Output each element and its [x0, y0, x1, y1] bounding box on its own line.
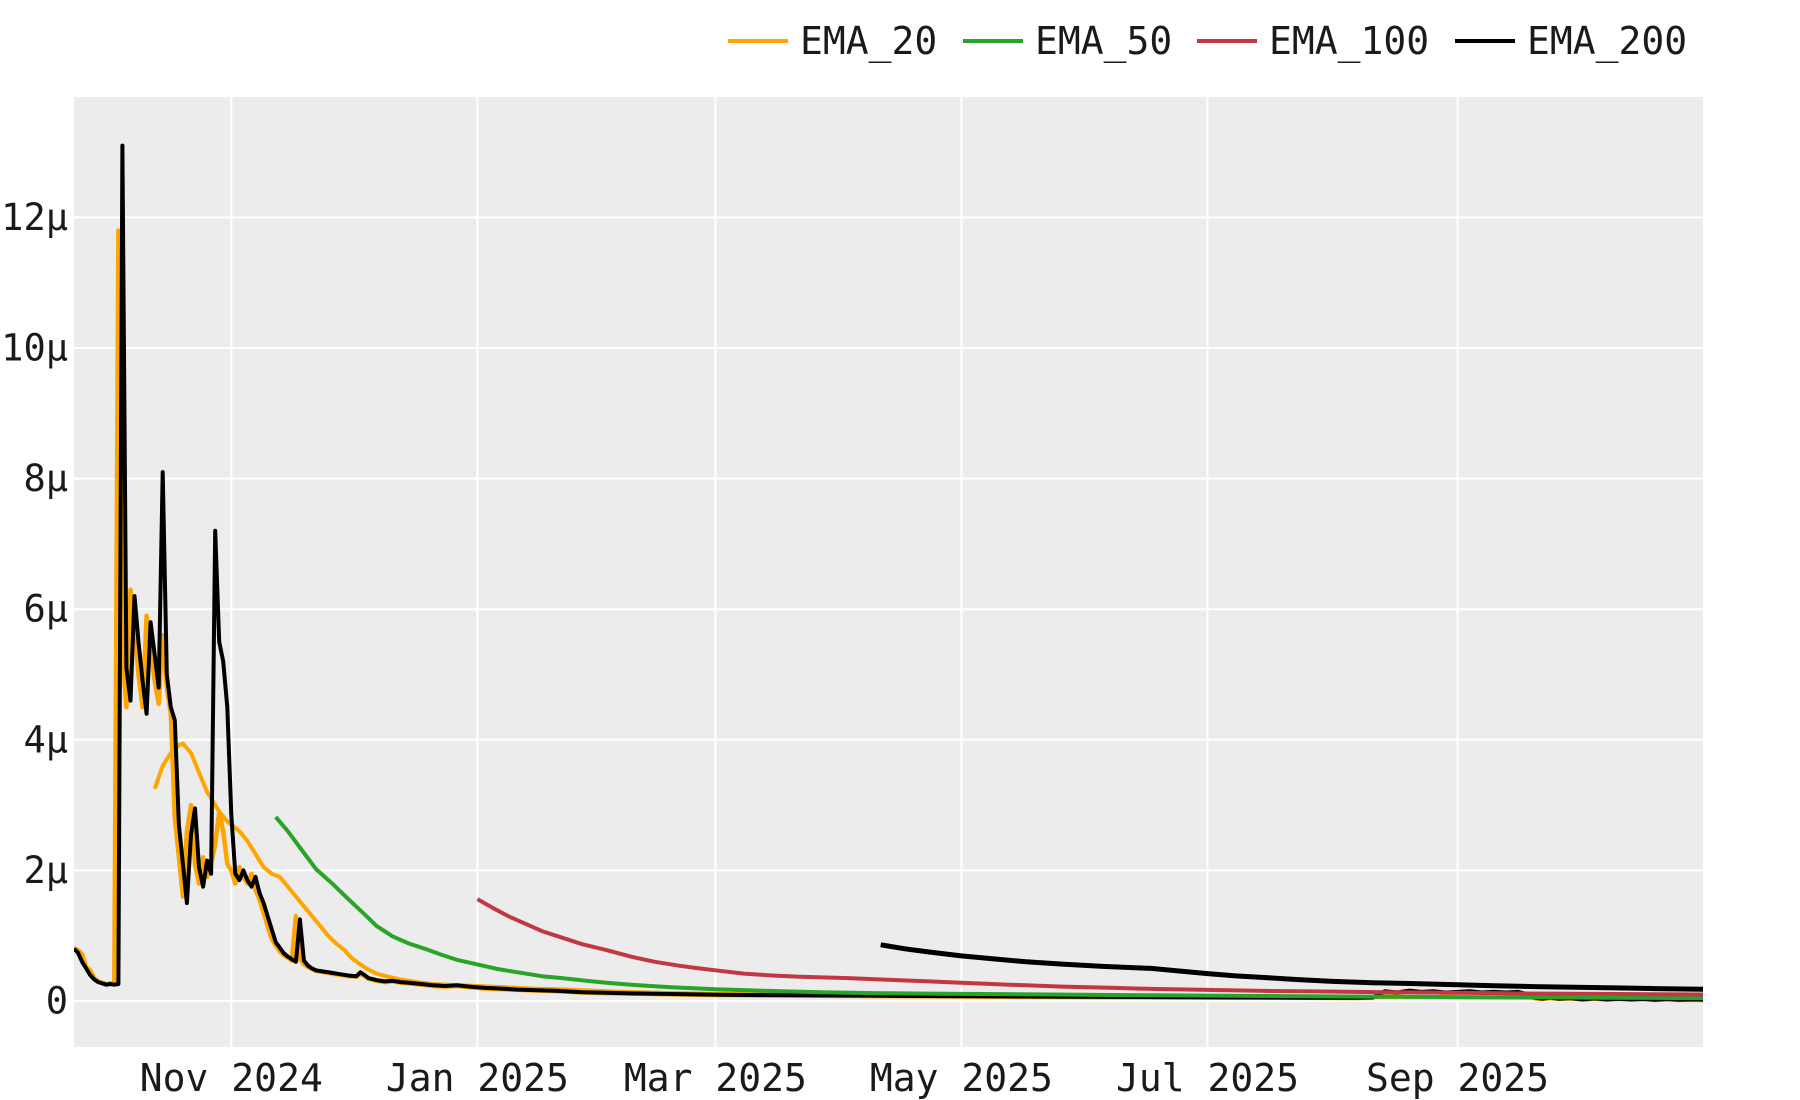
legend-label: EMA_200 [1527, 19, 1687, 64]
legend-item-ema_50: EMA_50 [963, 19, 1172, 64]
legend-label: EMA_20 [800, 19, 937, 64]
legend: EMA_20 EMA_50 EMA_100 EMA_200 [728, 19, 1687, 64]
y-tick-label: 10µ [1, 327, 68, 370]
legend-label: EMA_100 [1269, 19, 1429, 64]
y-tick-label: 6µ [23, 588, 68, 631]
x-tick-label: Jan 2025 [386, 1056, 569, 1100]
legend-item-ema_100: EMA_100 [1197, 19, 1429, 64]
gridlines [74, 97, 1703, 1047]
x-tick-label: Mar 2025 [624, 1056, 807, 1100]
x-tick-label: Sep 2025 [1366, 1056, 1549, 1100]
y-tick-label: 12µ [1, 196, 68, 239]
legend-label: EMA_50 [1035, 19, 1172, 64]
legend-item-ema_200: EMA_200 [1455, 19, 1687, 64]
y-tick-label: 0 [46, 980, 68, 1023]
series-group [74, 143, 1703, 1003]
x-tick-label: Jul 2025 [1116, 1056, 1299, 1100]
y-tick-label: 2µ [23, 849, 68, 892]
x-tick-label: Nov 2024 [140, 1056, 323, 1100]
series-line-ema-200 [880, 942, 1703, 992]
series-line-ema-50 [274, 815, 1703, 1001]
legend-item-ema_20: EMA_20 [728, 19, 937, 64]
y-tick-label: 8µ [23, 457, 68, 500]
x-tick-label: May 2025 [870, 1056, 1053, 1100]
series-line-ema-100 [476, 897, 1703, 997]
y-tick-label: 4µ [23, 718, 68, 761]
plot-area [74, 97, 1703, 1047]
